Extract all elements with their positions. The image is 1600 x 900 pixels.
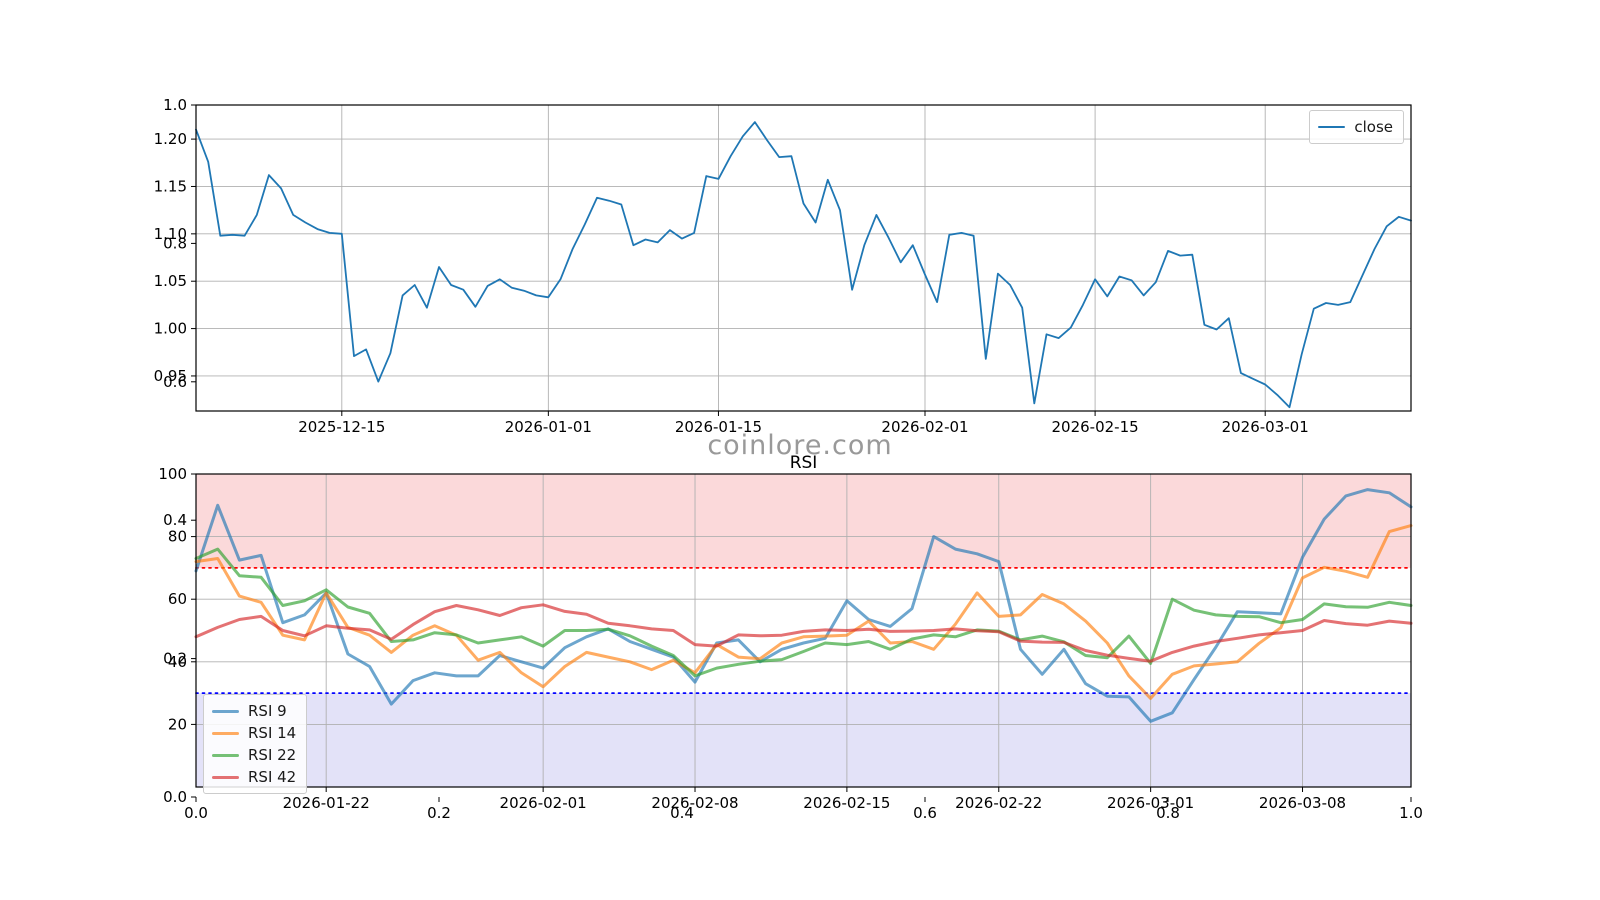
rsi-x-tick-label: 2026-03-01 — [1107, 794, 1194, 812]
price-x-tick-label: 2026-02-01 — [881, 418, 968, 436]
price-y-tick-label: 1.20 — [154, 130, 187, 148]
legend-row-close: close — [1318, 116, 1393, 138]
outer-y-tick-label: 0.6 — [163, 373, 187, 391]
outer-x-tick-label: 0.0 — [184, 804, 208, 822]
legend-row-rsi14: RSI 14 — [212, 722, 296, 744]
price-series-close-line — [195, 121, 1412, 409]
legend-row-rsi42: RSI 42 — [212, 766, 296, 788]
outer-x-tick-label: 0.6 — [913, 804, 937, 822]
overbought-band — [196, 474, 1411, 568]
rsi-x-tick-label: 2026-02-15 — [803, 794, 890, 812]
price-legend: close — [1309, 110, 1404, 144]
rsi22-line-sample — [212, 753, 239, 757]
outer-x-tick-label: 1.0 — [1399, 804, 1423, 822]
legend-label-close: close — [1354, 118, 1393, 136]
rsi-y-tick-label: 80 — [168, 528, 187, 546]
close-line-sample — [1318, 126, 1346, 128]
rsi14-line-sample — [212, 731, 239, 735]
outer-x-tick-label: 0.8 — [1156, 804, 1180, 822]
rsi-x-tick-label: 2026-01-22 — [283, 794, 370, 812]
legend-label-rsi42: RSI 42 — [248, 768, 297, 786]
rsi-chart-title: RSI — [789, 453, 818, 473]
price-x-tick-label: 2025-12-15 — [298, 418, 385, 436]
price-x-tick-label: 2026-02-15 — [1052, 418, 1139, 436]
rsi-y-tick-label: 60 — [168, 590, 187, 608]
legend-row-rsi22: RSI 22 — [212, 744, 296, 766]
outer-x-tick-label: 0.2 — [427, 804, 451, 822]
rsi-y-tick-label: 100 — [158, 465, 187, 483]
rsi-series-rsi-22-line — [194, 547, 1413, 678]
price-y-tick-label: 1.15 — [154, 177, 187, 195]
price-x-tick-label: 2026-01-01 — [505, 418, 592, 436]
legend-row-rsi9: RSI 9 — [212, 700, 296, 722]
rsi-x-tick-label: 2026-02-08 — [651, 794, 738, 812]
rsi-series-rsi-14-line — [194, 524, 1413, 700]
price-x-tick-label: 2026-03-01 — [1222, 418, 1309, 436]
outer-x-tick-label: 0.4 — [670, 804, 694, 822]
price-y-tick-label: 1.00 — [154, 320, 187, 338]
oversold-band — [196, 693, 1411, 787]
outer-y-tick-label: 1.0 — [163, 96, 187, 114]
outer-y-tick-label: 0.4 — [163, 511, 187, 529]
rsi-y-tick-label: 20 — [168, 715, 187, 733]
rsi42-line-sample — [212, 775, 239, 779]
outer-y-tick-label: 0.0 — [163, 788, 187, 806]
price-y-tick-label: 1.05 — [154, 272, 187, 290]
rsi-x-tick-label: 2026-03-08 — [1259, 794, 1346, 812]
rsi-series-rsi-42-line — [194, 603, 1413, 663]
rsi-spines — [195, 473, 1412, 788]
outer-y-tick-label: 0.8 — [163, 234, 187, 252]
rsi-series-rsi-9-line — [194, 488, 1413, 723]
legend-label-rsi22: RSI 22 — [248, 746, 297, 764]
legend-label-rsi14: RSI 14 — [248, 724, 297, 742]
price-spines — [195, 104, 1412, 412]
rsi-legend: RSI 9 RSI 14 RSI 22 RSI 42 — [203, 694, 308, 794]
rsi9-line-sample — [212, 709, 239, 713]
watermark: coinlore.com — [707, 430, 893, 461]
rsi-x-tick-label: 2026-02-22 — [955, 794, 1042, 812]
price-x-tick-label: 2026-01-15 — [675, 418, 762, 436]
outer-y-tick-label: 0.2 — [163, 650, 187, 668]
rsi-x-tick-label: 2026-02-01 — [500, 794, 587, 812]
price-y-tick-label: 0.95 — [154, 367, 187, 385]
price-y-tick-label: 1.10 — [154, 225, 187, 243]
legend-label-rsi9: RSI 9 — [248, 702, 287, 720]
rsi-y-tick-label: 40 — [168, 653, 187, 671]
